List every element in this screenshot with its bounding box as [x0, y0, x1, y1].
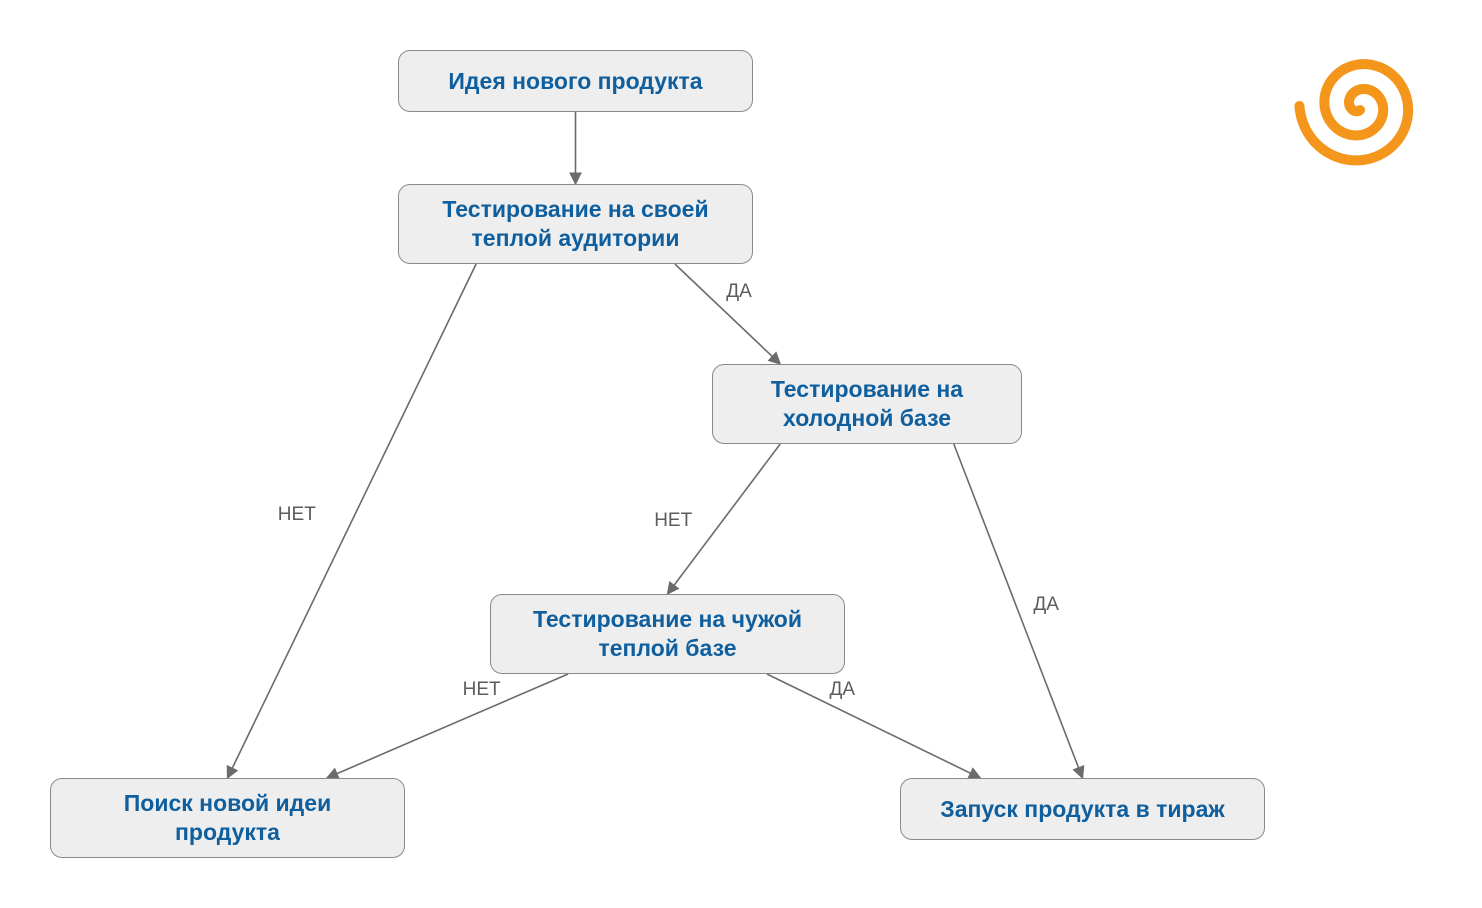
flowchart-node-n2: Тестирование на своей теплой аудитории [398, 184, 753, 264]
flowchart-edge-label-n4-n5: НЕТ [463, 679, 501, 701]
flowchart-edge-n3-n6 [954, 444, 1083, 778]
flowchart-edge-label-n3-n6: ДА [1033, 594, 1059, 616]
flowchart-edge-label-n2-n3: ДА [726, 281, 752, 303]
flowchart-node-n3: Тестирование на холодной базе [712, 364, 1022, 444]
flowchart-node-n6: Запуск продукта в тираж [900, 778, 1265, 840]
flowchart-node-n5: Поиск новой идеи продукта [50, 778, 405, 858]
flowchart-edge-label-n2-n5: НЕТ [278, 504, 316, 526]
flowchart-edge-n2-n5 [228, 264, 477, 778]
flowchart-edge-label-n4-n6: ДА [829, 679, 855, 701]
spiral-logo [1290, 36, 1430, 176]
flowchart-node-n1: Идея нового продукта [398, 50, 753, 112]
flowchart-edges [0, 0, 1482, 908]
flowchart-edge-n4-n5 [327, 674, 568, 778]
flowchart-edge-label-n3-n4: НЕТ [654, 510, 692, 532]
flowchart-node-n4: Тестирование на чужой теплой базе [490, 594, 845, 674]
flowchart-edge-n2-n3 [675, 264, 780, 364]
flowchart-edge-n4-n6 [767, 674, 980, 778]
